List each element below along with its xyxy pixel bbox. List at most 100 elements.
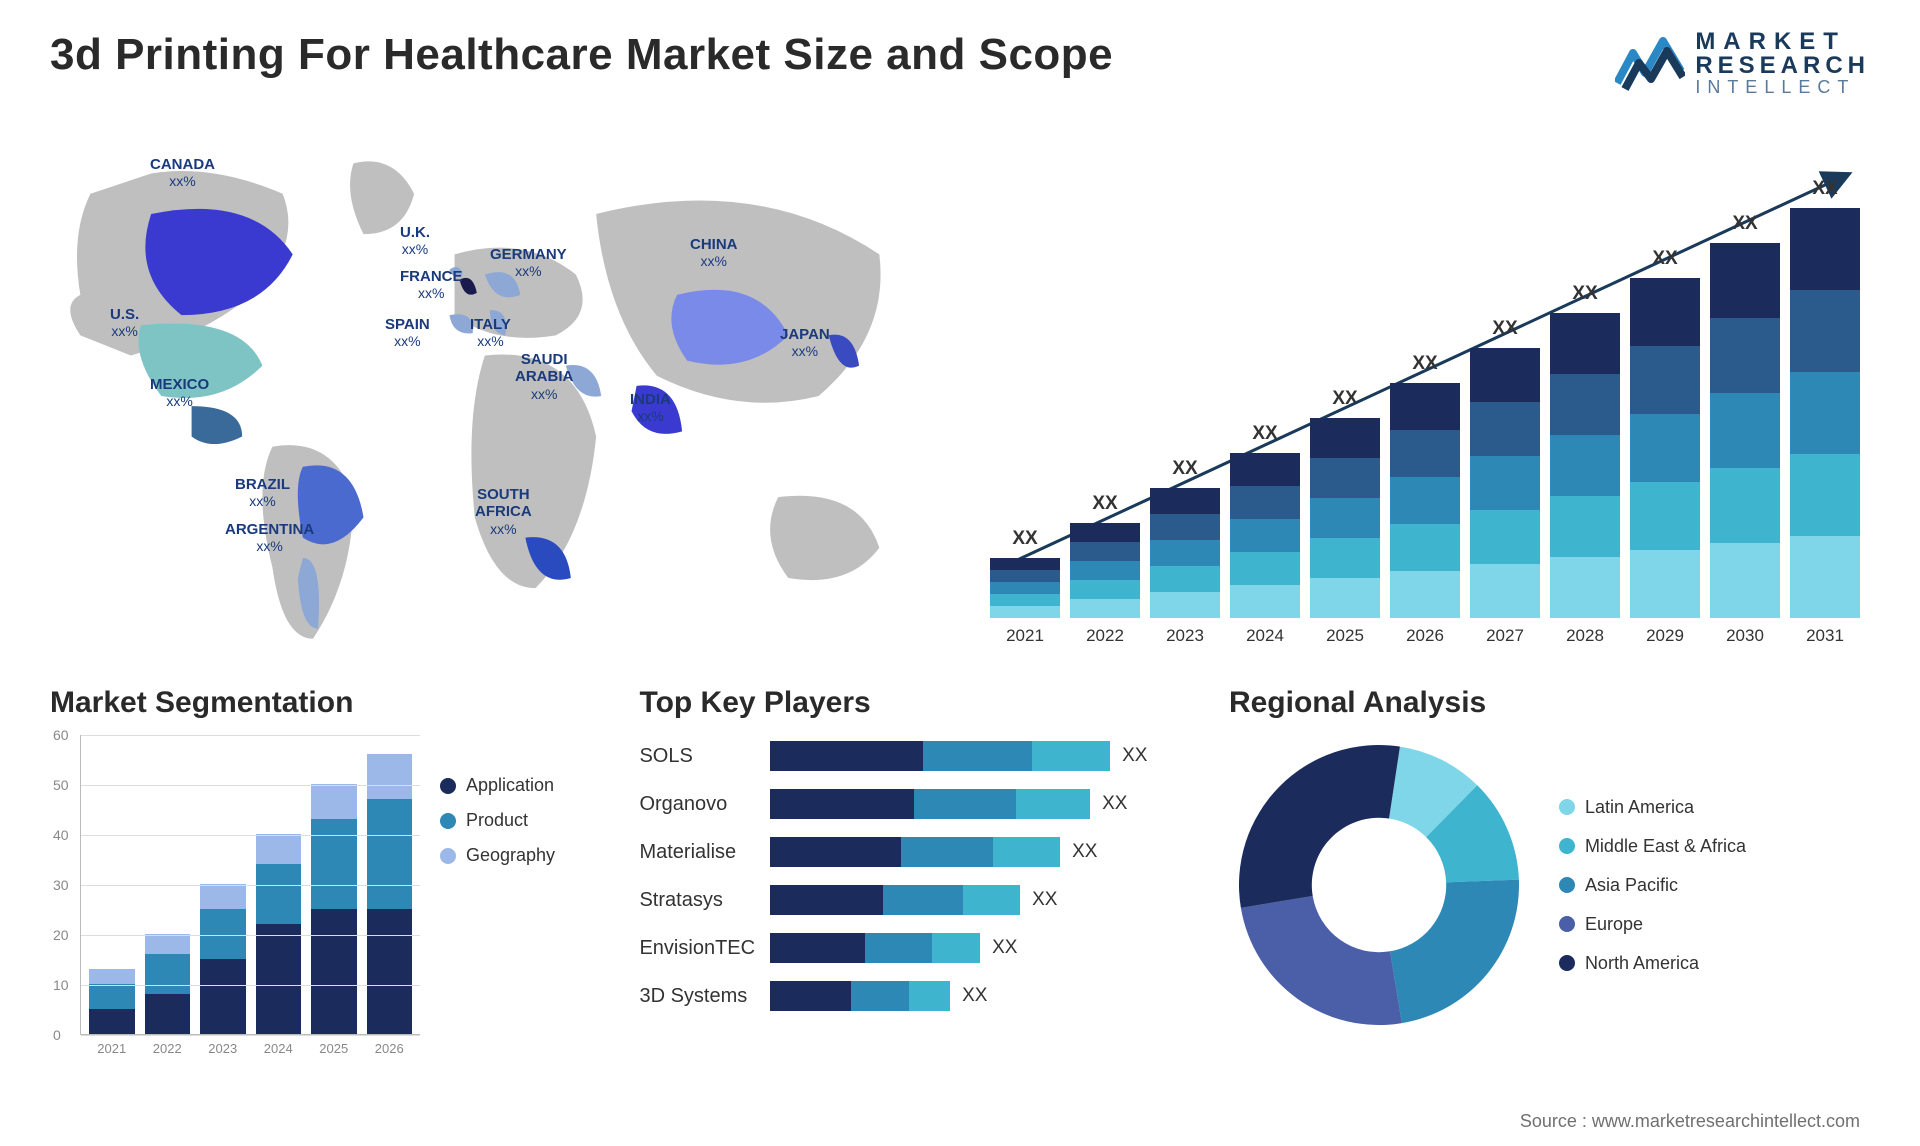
player-segment: [932, 933, 980, 963]
player-segment: [993, 837, 1060, 867]
seg-segment: [256, 834, 302, 864]
growth-value-label: XX: [1732, 213, 1757, 235]
logo-line1: MARKET: [1695, 30, 1870, 54]
player-segment: [851, 981, 909, 1011]
growth-segment: [1150, 592, 1220, 618]
growth-segment: [1790, 372, 1860, 454]
seg-bar-2026: 2026: [367, 754, 413, 1034]
growth-x-label: 2027: [1486, 626, 1524, 646]
seg-x-label: 2023: [208, 1041, 237, 1056]
player-bar-row: XX: [770, 739, 1147, 773]
regional-legend-item: Asia Pacific: [1559, 875, 1746, 896]
regional-legend-item: Europe: [1559, 914, 1746, 935]
seg-bar-2023: 2023: [200, 884, 246, 1034]
growth-segment: [1390, 383, 1460, 430]
growth-segment: [1630, 414, 1700, 482]
map-label-canada: CANADAxx%: [150, 156, 215, 191]
growth-x-label: 2023: [1166, 626, 1204, 646]
seg-legend-item: Product: [440, 810, 555, 831]
growth-chart-panel: XX2021XX2022XX2023XX2024XX2025XX2026XX20…: [980, 116, 1870, 676]
segmentation-legend: Application Product Geography: [440, 775, 555, 1035]
player-bar-row: XX: [770, 835, 1147, 869]
growth-bar-2025: XX2025: [1310, 388, 1380, 646]
growth-bar-2024: XX2024: [1230, 423, 1300, 646]
seg-segment: [200, 884, 246, 909]
segmentation-panel: Market Segmentation 20212022202320242025…: [50, 686, 599, 1076]
legend-dot: [1559, 955, 1575, 971]
growth-segment: [1230, 585, 1300, 618]
map-label-south-africa: SOUTHAFRICAxx%: [475, 486, 532, 538]
seg-x-label: 2022: [153, 1041, 182, 1056]
growth-bar-2029: XX2029: [1630, 248, 1700, 646]
logo-line2: RESEARCH: [1695, 54, 1870, 78]
growth-segment: [1470, 402, 1540, 456]
map-label-mexico: MEXICOxx%: [150, 376, 209, 411]
player-name: 3D Systems: [639, 979, 755, 1013]
growth-value-label: XX: [1252, 423, 1277, 445]
growth-value-label: XX: [1412, 353, 1437, 375]
player-segment: [865, 933, 932, 963]
seg-segment: [89, 984, 135, 1009]
growth-segment: [1390, 477, 1460, 524]
growth-segment: [1230, 552, 1300, 585]
growth-segment: [1790, 536, 1860, 618]
donut-segment: [1241, 896, 1402, 1025]
growth-segment: [1230, 519, 1300, 552]
growth-segment: [1550, 435, 1620, 496]
legend-label: North America: [1585, 953, 1699, 974]
regional-legend-item: North America: [1559, 953, 1746, 974]
growth-segment: [990, 570, 1060, 582]
seg-x-label: 2026: [375, 1041, 404, 1056]
regional-legend-item: Latin America: [1559, 797, 1746, 818]
legend-label: Middle East & Africa: [1585, 836, 1746, 857]
growth-segment: [1630, 278, 1700, 346]
growth-x-label: 2030: [1726, 626, 1764, 646]
growth-segment: [1070, 599, 1140, 618]
player-bar-row: XX: [770, 931, 1147, 965]
legend-label: Geography: [466, 845, 555, 866]
growth-bar-2026: XX 2026: [1390, 353, 1460, 646]
growth-segment: [1150, 566, 1220, 592]
player-bar-row: XX: [770, 883, 1147, 917]
map-label-u-k-: U.K.xx%: [400, 224, 430, 259]
growth-x-label: 2028: [1566, 626, 1604, 646]
growth-value-label: XX: [1092, 493, 1117, 515]
legend-label: Product: [466, 810, 528, 831]
donut-segment: [1239, 745, 1400, 908]
player-value: XX: [1032, 889, 1057, 911]
growth-segment: [1550, 374, 1620, 435]
growth-segment: [1710, 468, 1780, 543]
growth-segment: [1310, 538, 1380, 578]
map-label-saudi-arabia: SAUDIARABIAxx%: [515, 351, 573, 403]
seg-bar-2022: 2022: [145, 934, 191, 1034]
growth-segment: [1150, 540, 1220, 566]
source-attribution: Source : www.marketresearchintellect.com: [1520, 1111, 1860, 1132]
seg-segment: [89, 1009, 135, 1034]
donut-segment: [1390, 880, 1519, 1024]
map-label-spain: SPAINxx%: [385, 316, 430, 351]
player-bar-row: XX: [770, 787, 1147, 821]
growth-x-label: 2026: [1406, 626, 1444, 646]
growth-value-label: XX: [1492, 318, 1517, 340]
regional-legend: Latin America Middle East & Africa Asia Pa…: [1559, 797, 1746, 974]
seg-segment: [145, 934, 191, 954]
seg-segment: [367, 799, 413, 909]
growth-value-label: XX: [1172, 458, 1197, 480]
growth-segment: [1310, 578, 1380, 618]
seg-legend-item: Application: [440, 775, 555, 796]
seg-bar-2021: 2021: [89, 969, 135, 1034]
growth-bar-2021: XX2021: [990, 528, 1060, 646]
growth-x-label: 2022: [1086, 626, 1124, 646]
growth-segment: [1790, 290, 1860, 372]
growth-bar-2031: XX2031: [1790, 178, 1860, 646]
growth-bar-2022: XX 2022: [1070, 493, 1140, 646]
player-name: Materialise: [639, 835, 755, 869]
world-map-panel: CANADAxx%U.S.xx%MEXICOxx%BRAZILxx%ARGENT…: [50, 116, 940, 676]
legend-label: Application: [466, 775, 554, 796]
map-label-japan: JAPANxx%: [780, 326, 830, 361]
growth-segment: [1470, 456, 1540, 510]
seg-x-label: 2021: [97, 1041, 126, 1056]
legend-label: Asia Pacific: [1585, 875, 1678, 896]
legend-dot: [440, 848, 456, 864]
growth-segment: [1310, 498, 1380, 538]
